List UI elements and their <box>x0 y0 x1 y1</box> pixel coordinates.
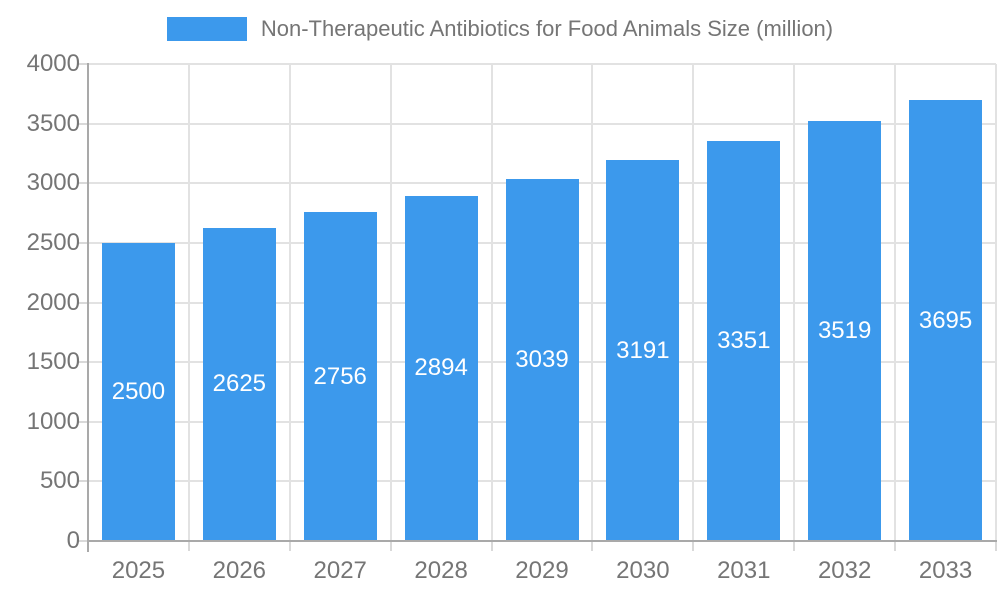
bar[interactable]: 2500 <box>101 242 175 541</box>
x-tick <box>995 541 997 551</box>
x-tick <box>490 541 493 551</box>
y-tick <box>78 540 88 542</box>
bar-value-label: 2500 <box>111 377 166 405</box>
bar-value-label: 2625 <box>212 370 267 398</box>
bar[interactable]: 2756 <box>303 212 377 541</box>
x-grid-line <box>793 64 796 541</box>
bar[interactable]: 3039 <box>505 178 579 541</box>
y-tick <box>78 122 88 125</box>
y-tick <box>78 301 88 304</box>
y-tick-label: 500 <box>39 467 80 495</box>
bar[interactable]: 3351 <box>707 141 781 541</box>
y-tick <box>78 420 88 423</box>
x-grid-line <box>389 64 392 541</box>
bar-value-label: 2756 <box>313 362 367 390</box>
y-tick-label: 1500 <box>26 348 80 376</box>
x-tick-label: 2028 <box>414 557 468 584</box>
legend-item[interactable]: Non-Therapeutic Antibiotics for Food Ani… <box>166 16 834 42</box>
x-tick-label: 2027 <box>313 557 367 584</box>
bar[interactable]: 2625 <box>202 227 276 541</box>
y-tick-label: 2500 <box>26 228 80 256</box>
y-tick-label: 0 <box>66 527 80 554</box>
legend-swatch <box>166 17 247 41</box>
y-axis-line <box>87 63 89 552</box>
bar-value-label: 2894 <box>414 354 468 382</box>
x-tick <box>288 541 291 551</box>
y-grid-line <box>88 63 996 65</box>
bar[interactable]: 3191 <box>606 160 680 541</box>
y-tick-label: 3000 <box>26 169 80 197</box>
x-grid-line <box>995 64 997 541</box>
y-tick <box>78 480 88 483</box>
y-tick-label: 1000 <box>26 407 80 435</box>
x-grid-line <box>490 64 493 541</box>
bar[interactable]: 2894 <box>404 195 478 541</box>
y-tick <box>78 361 88 364</box>
x-tick <box>692 541 695 551</box>
x-grid-line <box>187 64 190 541</box>
bar-value-label: 3191 <box>616 336 670 364</box>
x-tick-label: 2029 <box>515 557 569 584</box>
y-tick <box>78 182 88 185</box>
y-tick-label: 3500 <box>26 109 80 137</box>
x-tick <box>389 541 392 551</box>
bar-value-label: 3351 <box>717 327 771 355</box>
bar[interactable]: 3695 <box>909 100 983 541</box>
x-tick-label: 2033 <box>918 557 973 584</box>
y-grid-line <box>88 122 996 125</box>
x-tick <box>187 541 190 551</box>
x-tick <box>894 541 897 551</box>
x-grid-line <box>894 64 897 541</box>
x-grid-line <box>692 64 695 541</box>
y-tick <box>78 241 88 244</box>
x-tick-label: 2030 <box>616 557 670 584</box>
bar-value-label: 3519 <box>817 317 872 345</box>
x-grid-line <box>591 64 594 541</box>
x-tick <box>793 541 796 551</box>
legend: Non-Therapeutic Antibiotics for Food Ani… <box>0 16 1000 42</box>
x-axis-line <box>87 540 997 542</box>
legend-label: Non-Therapeutic Antibiotics for Food Ani… <box>260 16 834 41</box>
x-tick-label: 2026 <box>212 557 267 584</box>
bar-value-label: 3039 <box>515 345 569 373</box>
y-tick <box>78 63 88 65</box>
x-tick <box>591 541 594 551</box>
x-grid-line <box>288 64 291 541</box>
bar[interactable]: 3519 <box>808 121 882 541</box>
x-tick-label: 2025 <box>111 557 166 584</box>
x-tick-label: 2031 <box>717 557 771 584</box>
x-tick-label: 2032 <box>817 557 872 584</box>
y-tick-label: 4000 <box>26 50 80 77</box>
y-tick-label: 2000 <box>26 288 80 316</box>
bar-value-label: 3695 <box>918 306 973 334</box>
